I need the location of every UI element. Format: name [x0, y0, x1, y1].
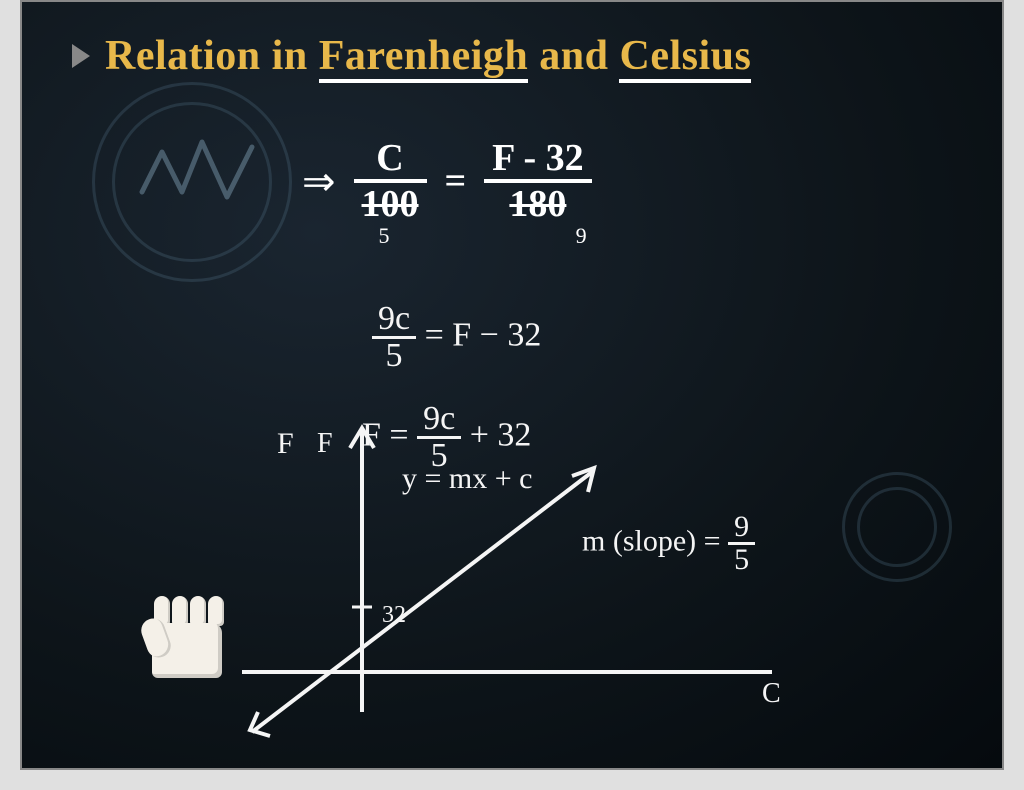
- heading-word-celsius: Celsius: [619, 33, 751, 79]
- graph-intercept-label: 32: [382, 602, 406, 628]
- fraction-right-reduced: 9: [576, 223, 587, 249]
- fist-icon: [142, 588, 232, 678]
- graph-x-label: C: [762, 678, 781, 709]
- hand-frac-num: 9c: [372, 302, 416, 336]
- implies-symbol: ⇒: [302, 158, 336, 205]
- graph-axis-f-letter: F: [277, 427, 294, 461]
- fraction-left-num: C: [368, 137, 411, 179]
- hand-frac-9c5-a: 9c 5: [372, 302, 416, 373]
- slide: Relation in Farenheigh and Celsius ⇒ C 1…: [20, 0, 1004, 770]
- heading-word-farenheigh: Farenheigh: [319, 33, 529, 79]
- hand-frac-den: 5: [380, 339, 409, 373]
- fraction-right-num: F - 32: [484, 137, 591, 179]
- hand-step1-rest: = F − 32: [425, 316, 542, 353]
- heading-pre: Relation in: [105, 33, 319, 79]
- slide-heading: Relation in Farenheigh and Celsius: [105, 32, 751, 80]
- graph-f-vs-c: F C 32: [272, 412, 792, 732]
- fraction-left: C 100 5: [354, 137, 427, 225]
- heading-row: Relation in Farenheigh and Celsius: [72, 32, 972, 80]
- graph-y-label: F: [317, 428, 333, 459]
- handwritten-step1: 9c 5 = F − 32: [372, 302, 541, 373]
- bullet-arrow-icon: [72, 44, 90, 68]
- heading-mid: and: [528, 33, 619, 79]
- fraction-right-den: 180: [501, 183, 574, 225]
- printed-equation: ⇒ C 100 5 = F - 32 180 9: [302, 137, 592, 225]
- bulb-filament-icon: [132, 122, 272, 222]
- fraction-left-den: 100: [354, 183, 427, 225]
- stethoscope-ring-inner: [857, 487, 937, 567]
- fraction-right: F - 32 180 9: [484, 137, 591, 225]
- fraction-left-reduced: 5: [379, 223, 390, 249]
- equals-sign: =: [445, 159, 467, 203]
